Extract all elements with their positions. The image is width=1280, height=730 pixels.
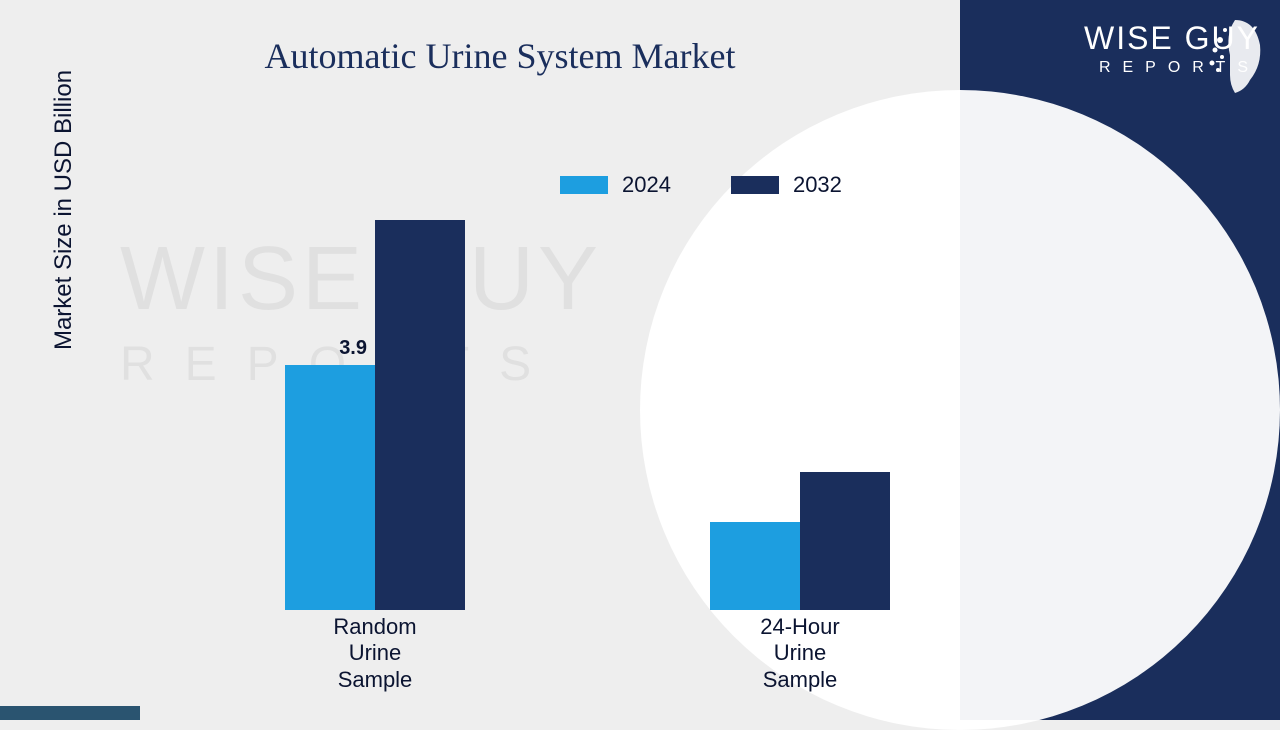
brand-logo: WISE GUY REPORTS [1084, 20, 1260, 77]
legend-swatch-2024 [560, 176, 608, 194]
bar-group: 3.9 [285, 220, 465, 610]
plot-area: 3.9 [110, 220, 930, 610]
x-axis-label: RandomUrineSample [305, 614, 445, 693]
y-axis-label: Market Size in USD Billion [50, 20, 78, 400]
bar [375, 220, 465, 610]
bars-container: 3.9 [110, 220, 930, 610]
logo-line1: WISE GUY [1084, 20, 1260, 57]
legend-swatch-2032 [731, 176, 779, 194]
chart-main-area: Automatic Urine System Market 2024 2032 … [0, 0, 970, 720]
bottom-accent-bar [0, 706, 140, 720]
bar [800, 472, 890, 610]
logo-line2: REPORTS [1084, 59, 1260, 77]
bar [710, 522, 800, 610]
chart-legend: 2024 2032 [560, 172, 842, 198]
legend-item-2032: 2032 [731, 172, 842, 198]
bar-value-label: 3.9 [277, 337, 367, 360]
legend-item-2024: 2024 [560, 172, 671, 198]
chart-title: Automatic Urine System Market [120, 35, 880, 77]
legend-label-2032: 2032 [793, 172, 842, 198]
bar: 3.9 [285, 365, 375, 610]
legend-label-2024: 2024 [622, 172, 671, 198]
bar-group [710, 472, 890, 610]
x-axis-label: 24-HourUrineSample [730, 614, 870, 693]
